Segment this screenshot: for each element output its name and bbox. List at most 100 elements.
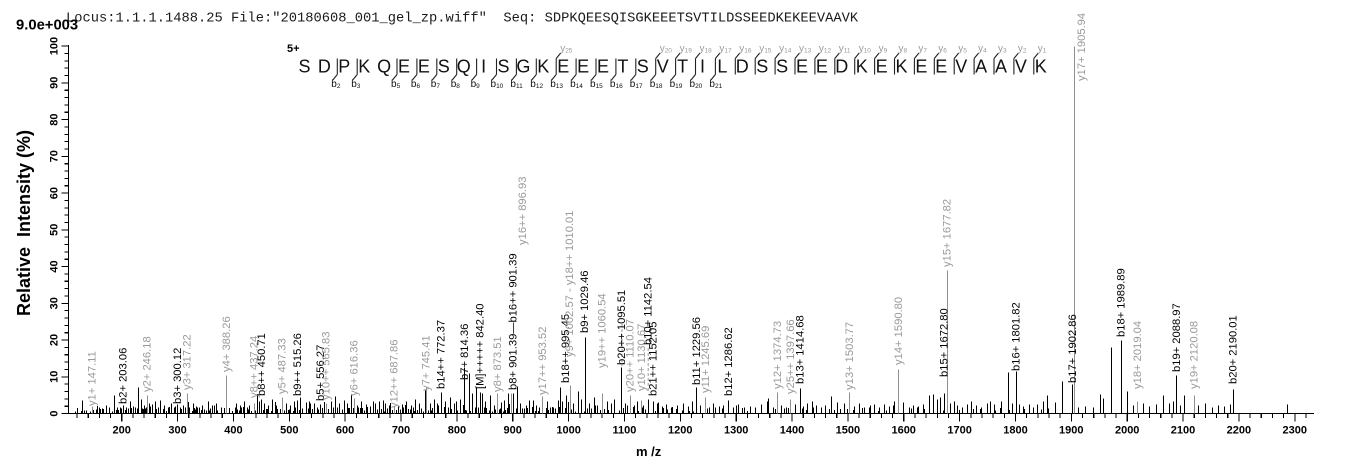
svg-text:90: 90 (49, 77, 61, 89)
svg-text:1800: 1800 (1003, 425, 1027, 437)
svg-text:b7+ 814.36: b7+ 814.36 (459, 324, 471, 380)
svg-text:y6+ 616.36: y6+ 616.36 (349, 340, 361, 396)
svg-text:y8++ 437.24: y8++ 437.24 (248, 336, 260, 398)
svg-text:y3+ 317.22: y3+ 317.22 (181, 334, 193, 390)
svg-text:y4+ 388.26: y4+ 388.26 (221, 316, 233, 372)
svg-text:b10+ 1142.54: b10+ 1142.54 (642, 277, 654, 345)
svg-text:A: A (975, 57, 987, 77)
svg-text:40: 40 (49, 260, 61, 272)
svg-text:b9+ 1029.46: b9+ 1029.46 (579, 270, 591, 333)
svg-text:y19++ 1060.54: y19++ 1060.54 (597, 293, 609, 368)
svg-text:y4: y4 (978, 44, 987, 55)
svg-text:b5+ 556.27: b5+ 556.27 (315, 345, 327, 401)
svg-text:y5+ 487.33: y5+ 487.33 (276, 338, 288, 394)
svg-text:b8: b8 (451, 79, 461, 90)
svg-text:m /z: m /z (636, 444, 662, 459)
svg-text:1300: 1300 (724, 425, 748, 437)
svg-text:b20++ 1095.51: b20++ 1095.51 (616, 290, 628, 365)
svg-text:b12+ 1286.62: b12+ 1286.62 (723, 327, 735, 396)
svg-text:1000: 1000 (556, 425, 580, 437)
svg-text:y12+ 1374.73: y12+ 1374.73 (772, 321, 784, 389)
svg-text:y2: y2 (1018, 44, 1027, 55)
svg-text:Locus:1.1.1.1488.25 File:"2018: Locus:1.1.1.1488.25 File:"20180608_001_g… (66, 11, 859, 27)
svg-text:b10: b10 (491, 79, 504, 90)
svg-text:E: E (915, 57, 927, 77)
svg-text:y16: y16 (739, 44, 752, 55)
svg-text:b3+ 300.12: b3+ 300.12 (172, 348, 184, 404)
svg-text:y25: y25 (560, 44, 573, 55)
svg-text:b19: b19 (670, 79, 683, 90)
svg-text:S: S (776, 57, 788, 77)
svg-text:9.0e+003: 9.0e+003 (16, 18, 78, 34)
svg-text:b17+ 1902.86: b17+ 1902.86 (1067, 314, 1079, 383)
svg-text:b14: b14 (570, 79, 583, 90)
svg-text:b18: b18 (650, 79, 663, 90)
svg-text:y6: y6 (938, 44, 947, 55)
svg-text:y8: y8 (899, 44, 908, 55)
svg-text:y13: y13 (799, 44, 812, 55)
svg-text:b7: b7 (431, 79, 441, 90)
svg-text:y15+ 1677.82: y15+ 1677.82 (941, 199, 953, 267)
svg-text:E: E (597, 57, 609, 77)
svg-text:b20+ 2190.01: b20+ 2190.01 (1228, 315, 1240, 384)
svg-text:E: E (935, 57, 947, 77)
svg-text:S: S (438, 57, 450, 77)
svg-text:E: E (557, 57, 569, 77)
svg-text:I: I (700, 57, 705, 77)
svg-text:S: S (637, 57, 649, 77)
svg-text:b12: b12 (530, 79, 543, 90)
svg-text:E: E (876, 57, 888, 77)
svg-text:700: 700 (392, 425, 410, 437)
svg-text:S: S (298, 57, 310, 77)
svg-text:S: S (756, 57, 768, 77)
svg-text:S: S (497, 57, 509, 77)
svg-text:b11+ 1229.56: b11+ 1229.56 (691, 317, 703, 385)
svg-text:D: D (835, 57, 848, 77)
svg-text:y13+ 1503.77: y13+ 1503.77 (844, 322, 856, 390)
svg-text:b18+ 1989.89: b18+ 1989.89 (1116, 268, 1128, 337)
svg-text:b21++ 1152.05: b21++ 1152.05 (648, 322, 660, 396)
svg-text:b2+ 203.06: b2+ 203.06 (118, 348, 130, 404)
svg-text:y17+ 1905.94: y17+ 1905.94 (1076, 13, 1088, 81)
svg-text:y25++ 1397.66: y25++ 1397.66 (785, 319, 797, 394)
svg-text:b14++ 772.37: b14++ 772.37 (436, 320, 448, 389)
svg-text:y11: y11 (839, 44, 851, 55)
svg-text:100: 100 (49, 37, 61, 55)
svg-text:300: 300 (168, 425, 186, 437)
svg-text:b17: b17 (630, 79, 643, 90)
svg-text:80: 80 (49, 113, 61, 125)
svg-text:2100: 2100 (1171, 425, 1195, 437)
svg-text:b11: b11 (510, 79, 523, 90)
svg-text:E: E (796, 57, 808, 77)
svg-text:b21: b21 (709, 79, 722, 90)
svg-text:b16: b16 (610, 79, 623, 90)
svg-text:1200: 1200 (668, 425, 692, 437)
svg-text:b19+ 2088.97: b19+ 2088.97 (1171, 303, 1183, 372)
svg-text:T: T (677, 57, 688, 77)
svg-text:500: 500 (280, 425, 298, 437)
svg-text:y18: y18 (700, 44, 713, 55)
svg-text:30: 30 (49, 297, 61, 309)
svg-text:b2: b2 (331, 79, 341, 90)
svg-text:y3: y3 (998, 44, 1007, 55)
svg-text:5+: 5+ (287, 43, 300, 55)
svg-text:b13: b13 (550, 79, 563, 90)
svg-text:60: 60 (49, 187, 61, 199)
svg-text:P: P (338, 57, 350, 77)
svg-text:y5: y5 (958, 44, 967, 55)
svg-text:y20: y20 (660, 44, 673, 55)
svg-text:b8+ 901.39—b16++ 901.39: b8+ 901.39—b16++ 901.39 (508, 253, 520, 390)
svg-text:10: 10 (49, 371, 61, 383)
svg-text:b15: b15 (590, 79, 603, 90)
svg-text:b15+ 1672.80: b15+ 1672.80 (939, 308, 951, 377)
svg-text:1700: 1700 (947, 425, 971, 437)
svg-text:b9: b9 (471, 79, 481, 90)
svg-text:b5: b5 (391, 79, 401, 90)
svg-text:b9++ 515.26: b9++ 515.26 (292, 333, 304, 396)
svg-text:y12: y12 (819, 44, 832, 55)
svg-text:b18++ 995.45: b18++ 995.45 (560, 314, 572, 383)
svg-text:y9: y9 (879, 44, 888, 55)
svg-text:2200: 2200 (1227, 425, 1251, 437)
svg-text:y7+ 745.41: y7+ 745.41 (421, 335, 433, 391)
svg-text:y15: y15 (759, 44, 772, 55)
